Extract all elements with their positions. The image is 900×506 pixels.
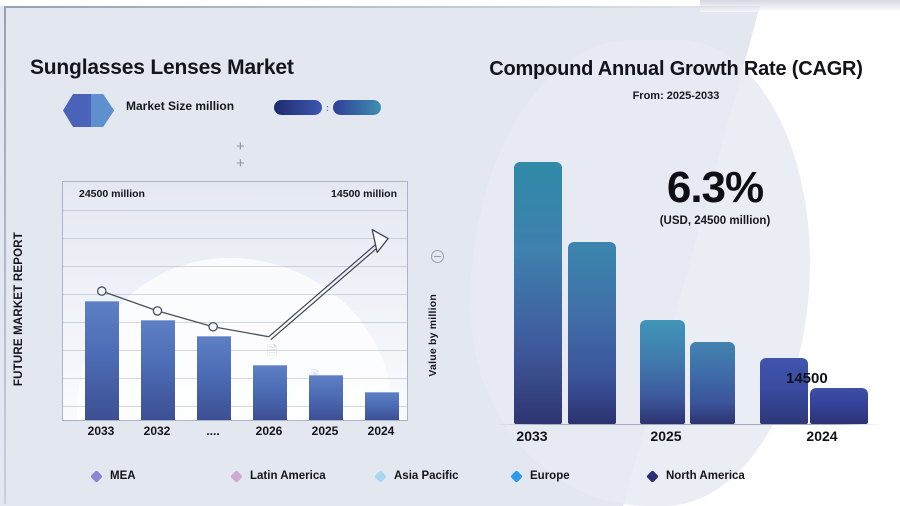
table-row <box>640 320 685 424</box>
table-row <box>253 365 287 420</box>
x-tick-label: 2026 <box>255 424 283 438</box>
legend-item-asia-pacific[interactable]: Asia Pacific <box>374 469 512 483</box>
panel-border-top <box>4 6 760 8</box>
hexagon-logo-icon <box>63 94 120 127</box>
legend-pill-separator: : <box>326 102 329 113</box>
legend-label: North America <box>666 470 745 482</box>
table-row <box>365 392 399 420</box>
x-tick-label: .... <box>206 424 220 438</box>
legend-pill-secondary <box>333 100 381 115</box>
series-label: Market Size million <box>126 99 235 113</box>
table-row <box>197 336 231 420</box>
table-row <box>309 375 343 420</box>
top-shade-strip <box>700 0 900 12</box>
x-tick-label: 2032 <box>143 424 171 438</box>
cagr-title: Compound Annual Growth Rate (CAGR) <box>489 58 863 80</box>
legend-item-north-america[interactable]: North America <box>646 469 745 483</box>
legend-item-mea[interactable]: MEA <box>90 469 232 483</box>
annotation-right-value: 14500 million <box>331 188 397 200</box>
x-tick-label: 2033 <box>516 428 548 444</box>
legend-diamond-icon <box>90 469 103 483</box>
x-tick-label: 2025 <box>311 424 339 438</box>
cagr-bar-chart <box>470 150 890 428</box>
market-size-bar-chart: 24500 million 14500 million 🗎 🗎 <box>62 181 408 421</box>
legend-diamond-icon <box>510 469 523 483</box>
cagr-note: (USD, 24500 million) <box>659 215 771 227</box>
table-row <box>141 320 175 420</box>
cagr-chart-baseline <box>496 423 882 425</box>
legend-label: MEA <box>110 470 136 482</box>
legend-pill-primary <box>274 100 322 115</box>
circle-minus-icon <box>431 250 444 263</box>
data-label-14500: 14500 <box>786 370 828 387</box>
table-row <box>760 358 808 424</box>
table-row <box>690 342 735 424</box>
legend-diamond-icon <box>374 469 387 483</box>
legend-label: Latin America <box>250 470 326 482</box>
legend-label: Europe <box>530 470 570 482</box>
legend-diamond-icon <box>646 469 659 483</box>
x-tick-label: 2033 <box>87 424 115 438</box>
left-chart-y-axis-label: FUTURE MARKET REPORT <box>13 232 25 387</box>
trend-line-and-arrow <box>96 228 389 341</box>
left-chart-x-axis: 2033 2032 .... 2026 2025 2024 <box>62 424 408 444</box>
cagr-subtitle: From: 2025-2033 <box>632 90 720 102</box>
table-row <box>568 242 616 424</box>
page-title: Sunglasses Lenses Market <box>30 56 294 79</box>
ghost-doc-icon-1: 🗎 <box>267 343 278 358</box>
annotation-left-value: 24500 million <box>79 188 145 200</box>
legend-label: Asia Pacific <box>394 470 459 482</box>
legend-pills: : <box>274 100 381 115</box>
plus-decoration-icon: + + <box>236 138 245 172</box>
x-tick-label: 2024 <box>806 428 838 444</box>
region-legend: MEA Latin America Asia Pacific Europe No… <box>0 462 900 490</box>
legend-item-europe[interactable]: Europe <box>510 469 648 483</box>
legend-item-latin-america[interactable]: Latin America <box>230 469 376 483</box>
cagr-value: 6.3% <box>666 163 764 212</box>
panel-border-left <box>4 6 6 504</box>
legend-diamond-icon <box>230 469 243 483</box>
x-tick-label: 2024 <box>367 424 395 438</box>
cagr-chart-x-axis: 2033 2025 2024 <box>470 428 890 450</box>
table-row <box>85 301 119 420</box>
table-row <box>514 162 562 424</box>
table-row <box>810 388 868 424</box>
x-tick-label: 2025 <box>650 428 682 444</box>
left-chart-right-axis-label: Value by million <box>427 294 439 377</box>
